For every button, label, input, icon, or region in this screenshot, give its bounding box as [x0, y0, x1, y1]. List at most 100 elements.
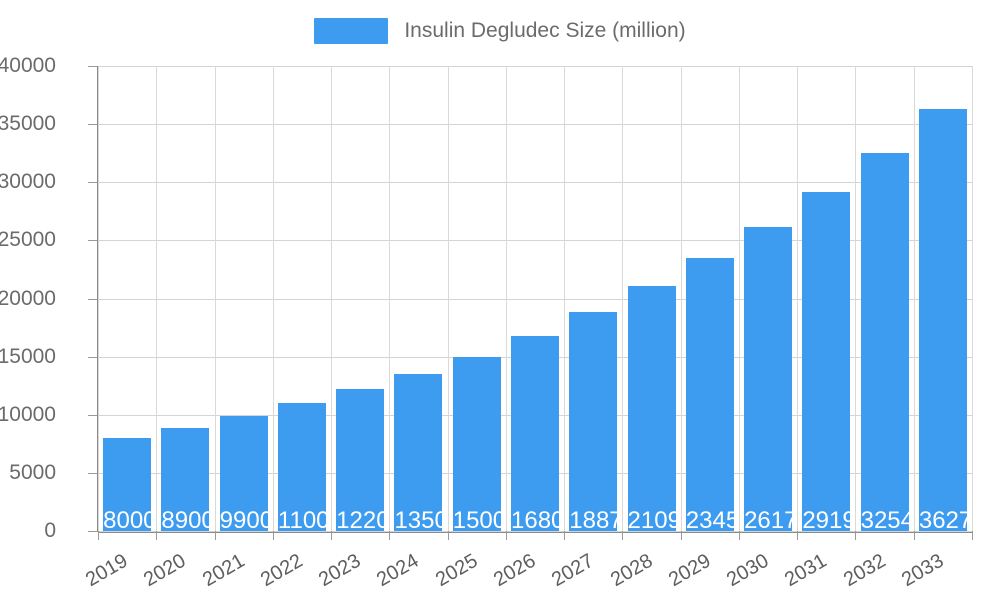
gridline-vertical — [972, 66, 973, 531]
gridline-vertical — [273, 66, 274, 531]
x-axis-tick-label: 2029 — [664, 549, 715, 592]
bar-value-label: 36270 — [918, 506, 967, 531]
bar-value-label: 12200 — [336, 506, 385, 531]
bar-rect[interactable] — [103, 438, 152, 531]
bar-rect[interactable] — [569, 311, 618, 531]
x-axis-line — [98, 531, 972, 533]
bar-rect[interactable] — [511, 335, 559, 531]
bar-rect[interactable] — [744, 226, 793, 531]
bar[interactable]: 9900 — [219, 415, 268, 531]
bar[interactable]: 11000 — [277, 403, 326, 531]
bar-label-clip: 8000 — [103, 438, 151, 531]
bar-rect[interactable] — [219, 415, 268, 531]
bar-label-clip: 29190 — [802, 192, 850, 531]
y-axis-tick-label: 30000 — [0, 170, 56, 194]
y-axis-tick-label: 5000 — [9, 460, 56, 484]
bar-label-clip: 32540 — [861, 153, 909, 531]
gridline-vertical — [855, 66, 856, 531]
x-axis-tick-label: 2028 — [606, 549, 657, 592]
bar-label-clip: 13500 — [394, 374, 442, 531]
x-axis-tick-mark — [681, 531, 682, 540]
bar[interactable]: 8000 — [103, 438, 152, 531]
x-axis-tick-mark — [797, 531, 798, 540]
x-axis-tick-mark — [389, 531, 390, 540]
bar-rect[interactable] — [394, 374, 443, 531]
bar-label-clip: 8900 — [161, 428, 209, 531]
x-axis-tick-label: 2025 — [431, 549, 482, 592]
y-axis-tick-label: 40000 — [0, 54, 56, 77]
bar-label-clip: 36270 — [919, 109, 967, 531]
gridline-vertical — [739, 66, 740, 531]
bar-value-label: 21099 — [627, 506, 676, 531]
x-axis-tick-mark — [855, 531, 856, 540]
bar-value-label: 23450 — [685, 506, 734, 531]
y-axis-tick-mark — [88, 124, 97, 126]
y-axis-tick-label: 0 — [44, 519, 56, 542]
bar-rect[interactable] — [860, 152, 909, 531]
x-axis-tick-label: 2026 — [489, 549, 540, 592]
bar-rect[interactable] — [685, 258, 734, 531]
bar[interactable]: 36270 — [918, 109, 967, 531]
x-axis-tick-mark — [273, 531, 274, 540]
x-axis-tick-label: 2030 — [723, 549, 773, 592]
bar[interactable]: 12200 — [336, 389, 385, 531]
x-axis-tick-mark — [215, 531, 216, 540]
bar-rect[interactable] — [627, 285, 676, 531]
bar-value-label: 18879 — [569, 506, 618, 531]
legend-swatch-insulin-degludec[interactable] — [314, 18, 389, 44]
bar-value-label: 15000 — [452, 507, 501, 531]
bar-rect[interactable] — [336, 389, 385, 531]
bar[interactable]: 32540 — [860, 152, 909, 531]
y-axis-tick-mark — [88, 240, 97, 242]
y-axis-tick-mark — [88, 531, 97, 532]
bar-rect[interactable] — [918, 109, 967, 531]
bar-rect[interactable] — [277, 403, 326, 531]
bar-label-clip: 11000 — [278, 403, 326, 531]
gridline-vertical — [448, 66, 449, 531]
bar-label-clip: 12200 — [336, 389, 384, 531]
bar-label-clip: 21099 — [628, 286, 676, 531]
bar-value-label: 11000 — [277, 507, 326, 531]
y-axis-tick-label: 25000 — [0, 228, 56, 252]
gridline-vertical — [797, 66, 798, 531]
gridline-vertical — [681, 66, 682, 531]
bar[interactable]: 8900 — [161, 427, 210, 531]
bar-label-clip: 26170 — [744, 227, 792, 531]
bar-rect[interactable] — [802, 191, 851, 531]
gridline-vertical — [506, 66, 507, 531]
bar[interactable]: 13500 — [394, 374, 443, 531]
bar-label-clip: 16800 — [511, 336, 559, 531]
x-axis-tick-mark — [972, 531, 973, 540]
bar[interactable]: 18879 — [569, 311, 618, 531]
gridline-horizontal — [98, 298, 972, 300]
gridline-horizontal — [98, 124, 972, 126]
y-axis-tick-mark — [88, 414, 97, 416]
x-axis-tick-label: 2023 — [315, 549, 365, 592]
gridline-vertical — [564, 66, 565, 531]
x-axis-tick-label: 2019 — [82, 549, 132, 592]
bar-rect[interactable] — [452, 356, 501, 531]
y-axis-tick-mark — [88, 472, 97, 474]
bar[interactable]: 23450 — [685, 258, 734, 531]
bar[interactable]: 15000 — [452, 356, 501, 531]
gridline-vertical — [98, 66, 99, 531]
x-axis-tick-label: 2032 — [839, 549, 890, 592]
gridline-vertical — [156, 66, 157, 531]
x-axis-tick-mark — [156, 531, 157, 540]
x-axis-tick-label: 2020 — [140, 549, 190, 592]
x-axis-tick-label: 2021 — [198, 549, 249, 592]
bar[interactable]: 16800 — [511, 335, 559, 531]
bar-value-label: 16800 — [511, 506, 559, 531]
x-axis-tick-label: 2027 — [548, 549, 598, 592]
bar-rect[interactable] — [161, 427, 210, 531]
bar[interactable]: 26170 — [744, 226, 793, 531]
gridline-horizontal — [98, 531, 972, 532]
y-axis-tick-label: 35000 — [0, 112, 56, 136]
bar[interactable]: 21099 — [627, 285, 676, 531]
x-axis-tick-mark — [448, 531, 449, 540]
bar-value-label: 9900 — [219, 506, 268, 531]
bar[interactable]: 29190 — [802, 191, 851, 531]
x-axis-tick-mark — [739, 531, 740, 540]
bar-value-label: 32540 — [860, 506, 909, 531]
